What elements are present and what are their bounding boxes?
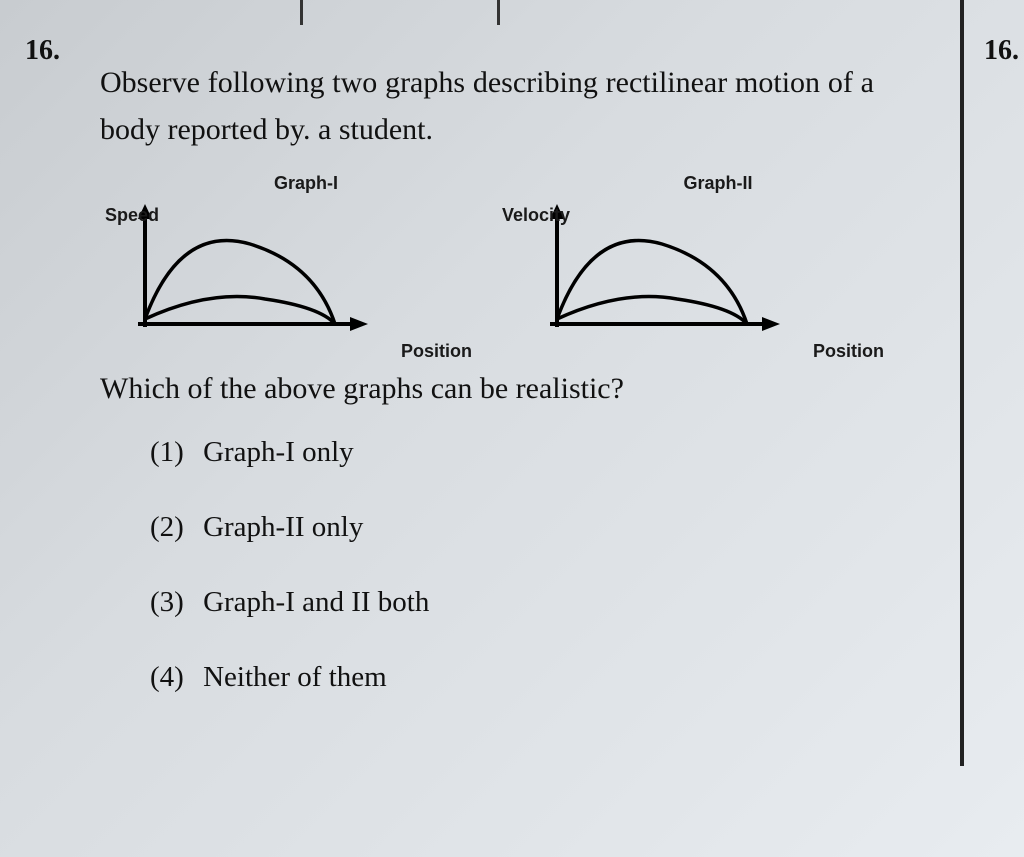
graph-1-upper-curve — [145, 241, 335, 324]
graph-2-title: Graph-II — [532, 173, 904, 194]
option-3: (3) Graph-I and II both — [150, 586, 964, 619]
options-list: (1) Graph-I only (2) Graph-II only (3) G… — [150, 436, 964, 694]
graph-2-container: Graph-II Velocity Position — [532, 173, 904, 362]
option-2-num: (2) — [150, 511, 184, 543]
right-column-border — [960, 0, 964, 766]
graph-2-svg — [532, 199, 792, 339]
graph-1-title: Graph-I — [120, 173, 492, 194]
graph-1-lower-curve — [145, 297, 335, 325]
graph-2-y-label: Velocity — [502, 205, 570, 226]
option-1-num: (1) — [150, 436, 184, 468]
option-1: (1) Graph-I only — [150, 436, 964, 469]
graph-2-upper-curve — [557, 241, 747, 324]
graphs-row: Graph-I Speed Position Graph-II Velocity — [120, 173, 904, 362]
followup-question: Which of the above graphs can be realist… — [100, 372, 874, 406]
option-4-num: (4) — [150, 661, 184, 693]
top-divider-marks — [300, 0, 500, 25]
question-text: Observe following two graphs describing … — [100, 60, 874, 153]
page-container: 16. 16. Observe following two graphs des… — [0, 0, 1024, 766]
question-number-left: 16. — [25, 35, 60, 67]
option-4: (4) Neither of them — [150, 661, 964, 694]
option-1-text: Graph-I only — [203, 436, 354, 468]
graph-1-y-label: Speed — [105, 205, 159, 226]
option-4-text: Neither of them — [203, 661, 387, 693]
option-3-num: (3) — [150, 586, 184, 618]
graph-1-container: Graph-I Speed Position — [120, 173, 492, 362]
question-number-right: 16. — [984, 35, 1019, 67]
option-2-text: Graph-II only — [203, 511, 363, 543]
graph-2-x-label: Position — [532, 341, 904, 362]
graph-1-x-label: Position — [120, 341, 492, 362]
graph-2-lower-curve — [557, 297, 747, 325]
option-3-text: Graph-I and II both — [203, 586, 429, 618]
option-2: (2) Graph-II only — [150, 511, 964, 544]
